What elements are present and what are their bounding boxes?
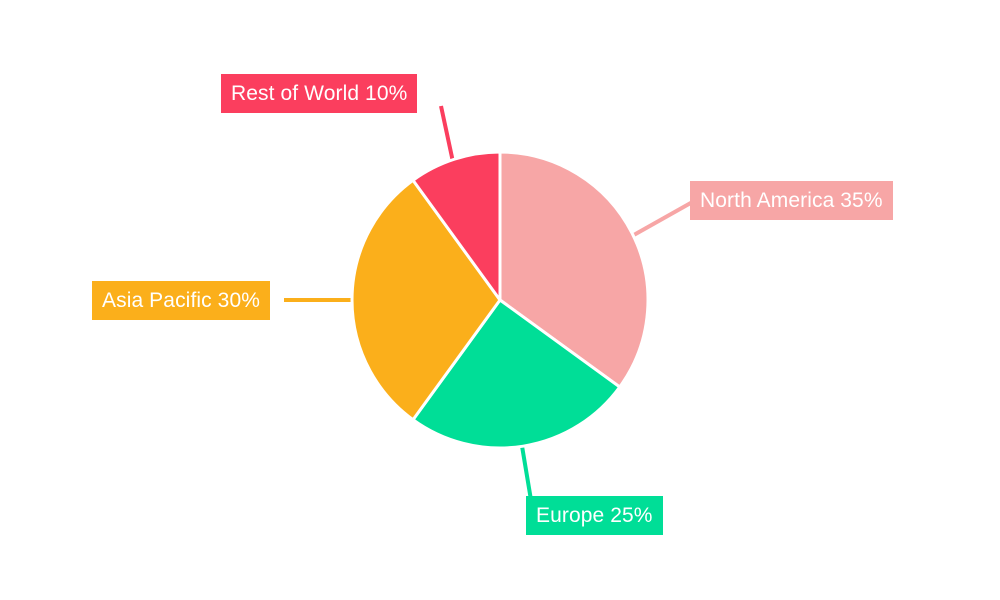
- pie-slice-asia-pacific[interactable]: [350, 178, 502, 422]
- pie-label-asia-pacific-text: Asia Pacific 30%: [102, 289, 261, 312]
- pie-label-europe[interactable]: Europe 25%: [526, 496, 663, 535]
- pie-label-europe-text: Europe 25%: [536, 504, 653, 527]
- pie-slice-europe[interactable]: [411, 298, 622, 450]
- pie-slices: [350, 150, 650, 450]
- leader-line-europe: [520, 445, 533, 501]
- pie-label-rest-of-world-text: Rest of World 10%: [231, 82, 408, 105]
- pie-slice-north-america[interactable]: [498, 150, 650, 389]
- pie-label-rest-of-world[interactable]: Rest of World 10%: [221, 74, 418, 113]
- pie-label-north-america[interactable]: North America 35%: [690, 181, 893, 220]
- pie-slice-rest-of-world[interactable]: [411, 150, 502, 302]
- pie-label-asia-pacific[interactable]: Asia Pacific 30%: [92, 281, 271, 320]
- leader-line-north-america: [631, 198, 697, 238]
- pie-label-north-america-text: North America 35%: [700, 189, 883, 212]
